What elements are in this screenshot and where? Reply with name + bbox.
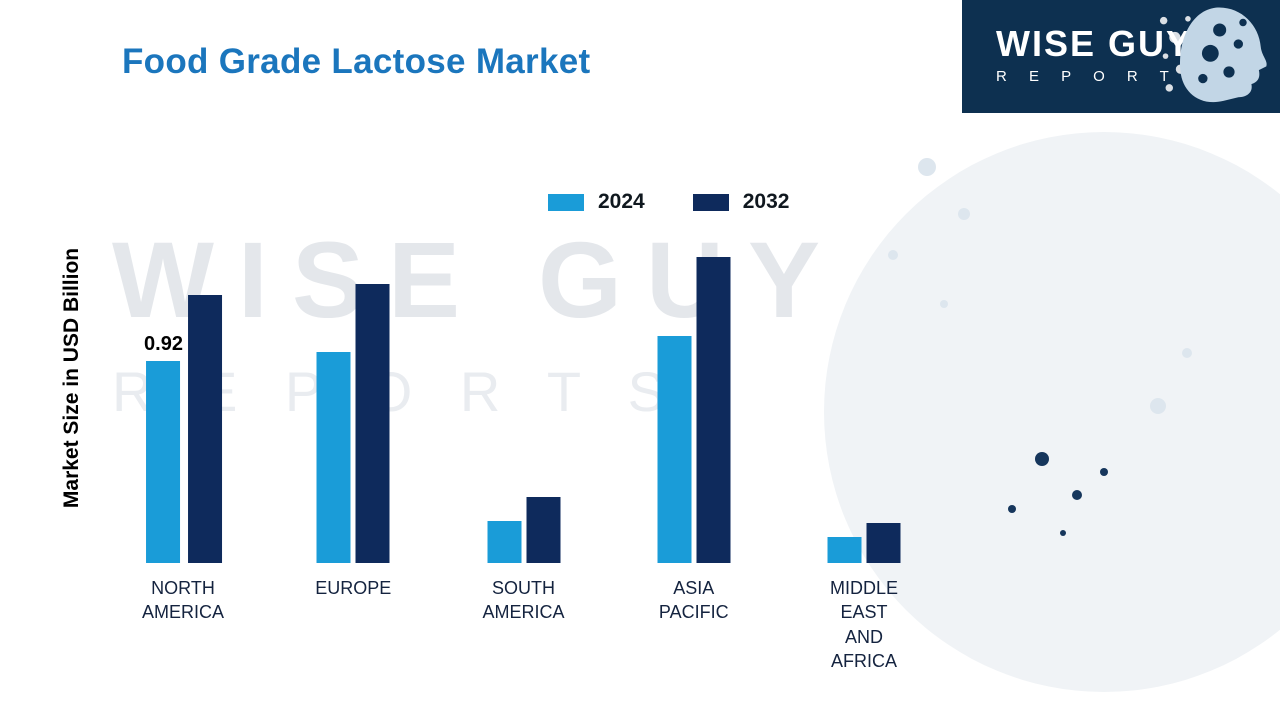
decorative-dot xyxy=(1035,452,1049,466)
bar-2032 xyxy=(696,257,731,563)
legend-label: 2032 xyxy=(742,190,790,213)
logo-wordmark: WISE GUY xyxy=(996,23,1193,64)
bar-2024 xyxy=(316,352,351,563)
background-circle xyxy=(824,132,1280,692)
decorative-dot xyxy=(1100,468,1108,476)
decorative-dot xyxy=(918,158,936,176)
bar-2032 xyxy=(355,284,390,563)
legend-swatch xyxy=(548,193,584,211)
y-axis-label: Market Size in USD Billion xyxy=(60,247,83,509)
bar-group: SOUTH AMERICA xyxy=(449,233,599,622)
plot-area: 0.92 NORTH AMERICA EUROPE SOUTH AMERICA ASIA… xyxy=(108,233,939,671)
decorative-dot xyxy=(1060,530,1066,536)
category-label: ASIA PACIFIC xyxy=(658,578,729,623)
bar-group: 0.92 NORTH AMERICA xyxy=(108,233,258,622)
decorative-dot xyxy=(1150,398,1166,414)
legend-swatch xyxy=(692,193,729,211)
bar-group: EUROPE xyxy=(278,233,428,598)
legend-item-2024: 2024 xyxy=(548,190,645,214)
decorative-dot xyxy=(1072,490,1082,500)
category-label: MIDDLE EAST AND AFRICA xyxy=(829,578,898,671)
logo-text: WISE GUY R E P O R T S xyxy=(996,24,1210,85)
decorative-dot xyxy=(940,300,948,308)
bar-group: MIDDLE EAST AND AFRICA xyxy=(789,233,939,671)
bar-2024 xyxy=(657,336,692,563)
logo: WISE GUY R E P O R T S xyxy=(962,0,1280,113)
bar-2032 xyxy=(187,295,222,563)
bar-2024 xyxy=(827,537,862,563)
category-label: SOUTH AMERICA xyxy=(482,578,565,623)
category-label: EUROPE xyxy=(315,578,392,598)
bar-2032 xyxy=(526,497,560,563)
bar-2024 xyxy=(487,521,521,563)
bar-2032 xyxy=(866,523,901,563)
logo-subtitle: R E P O R T S xyxy=(996,67,1210,85)
decorative-dot xyxy=(1008,505,1016,513)
decorative-dot xyxy=(1182,348,1192,358)
page-title: Food Grade Lactose Market xyxy=(122,42,591,81)
legend: 2024 2032 xyxy=(548,190,789,214)
legend-label: 2024 xyxy=(598,190,645,213)
bar-group: ASIA PACIFIC xyxy=(619,233,769,622)
head-silhouette-icon xyxy=(1159,7,1267,103)
decorative-dot xyxy=(958,208,970,220)
category-label: NORTH AMERICA xyxy=(141,578,224,623)
legend-item-2032: 2032 xyxy=(692,190,790,214)
decorative-dot xyxy=(888,250,898,260)
bar-value-label: 0.92 xyxy=(144,333,183,355)
bar-2024 xyxy=(146,361,181,563)
